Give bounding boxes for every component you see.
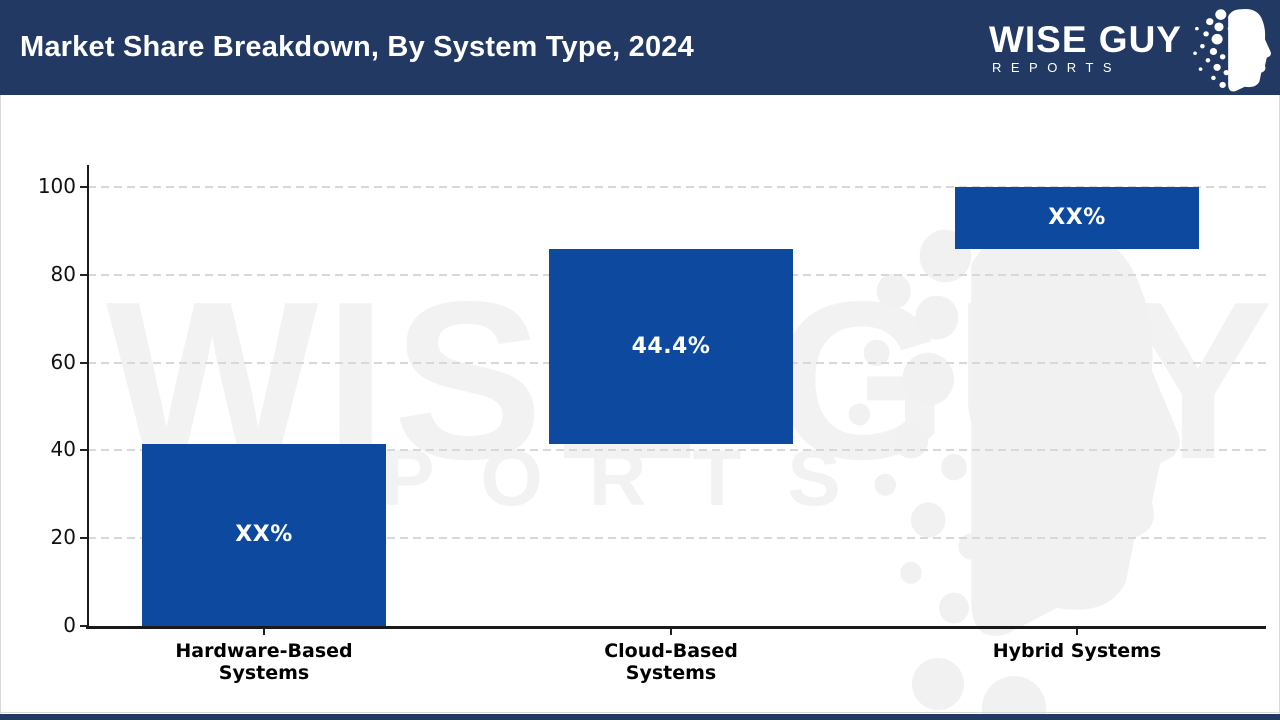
bar: XX% [955, 186, 1199, 249]
y-tick-mark [80, 537, 88, 540]
x-tick-mark [263, 628, 265, 635]
y-tick-mark [80, 449, 88, 452]
x-category-label: Cloud-Based Systems [604, 640, 738, 684]
y-tick-mark [80, 273, 88, 276]
footer-bar [0, 714, 1280, 720]
y-tick-mark [80, 361, 88, 364]
x-category-label: Hardware-Based Systems [175, 640, 353, 684]
gridline [88, 449, 1266, 452]
x-axis-line [86, 626, 1266, 629]
bar: 44.4% [549, 248, 793, 444]
x-tick-mark [670, 628, 672, 635]
brand-subname: REPORTS [991, 60, 1122, 75]
y-tick-label: 60 [50, 349, 76, 374]
y-tick-label: 80 [50, 261, 76, 286]
y-axis-line [87, 165, 89, 629]
watermark-blob [912, 658, 964, 710]
page-title: Market Share Breakdown, By System Type, … [20, 31, 694, 63]
y-tick-label: 0 [63, 613, 76, 637]
bottom-hairline [0, 712, 1280, 713]
brand-logo-text: WISE GUY REPORTS [989, 21, 1182, 74]
y-tick-label: 100 [37, 173, 76, 198]
y-tick-label: 20 [50, 525, 76, 550]
bar-value-label: XX% [1048, 205, 1106, 231]
header: Market Share Breakdown, By System Type, … [0, 0, 1280, 95]
brand-logo: WISE GUY REPORTS [989, 4, 1280, 92]
left-border [0, 95, 1, 720]
y-tick-mark [80, 185, 88, 188]
brand-head-icon [1193, 8, 1271, 91]
y-tick-mark [80, 625, 88, 627]
x-category-label: Hybrid Systems [992, 640, 1162, 662]
watermark-head-graphic [848, 228, 1180, 636]
x-tick-mark [1076, 628, 1078, 635]
bar-value-label: XX% [235, 522, 293, 548]
gridline [88, 537, 1266, 540]
brand-name: WISE GUY [988, 19, 1182, 60]
y-tick-label: 40 [50, 437, 76, 462]
gridline [88, 185, 1266, 188]
bar: XX% [142, 443, 386, 626]
bar-value-label: 44.4% [631, 333, 711, 359]
